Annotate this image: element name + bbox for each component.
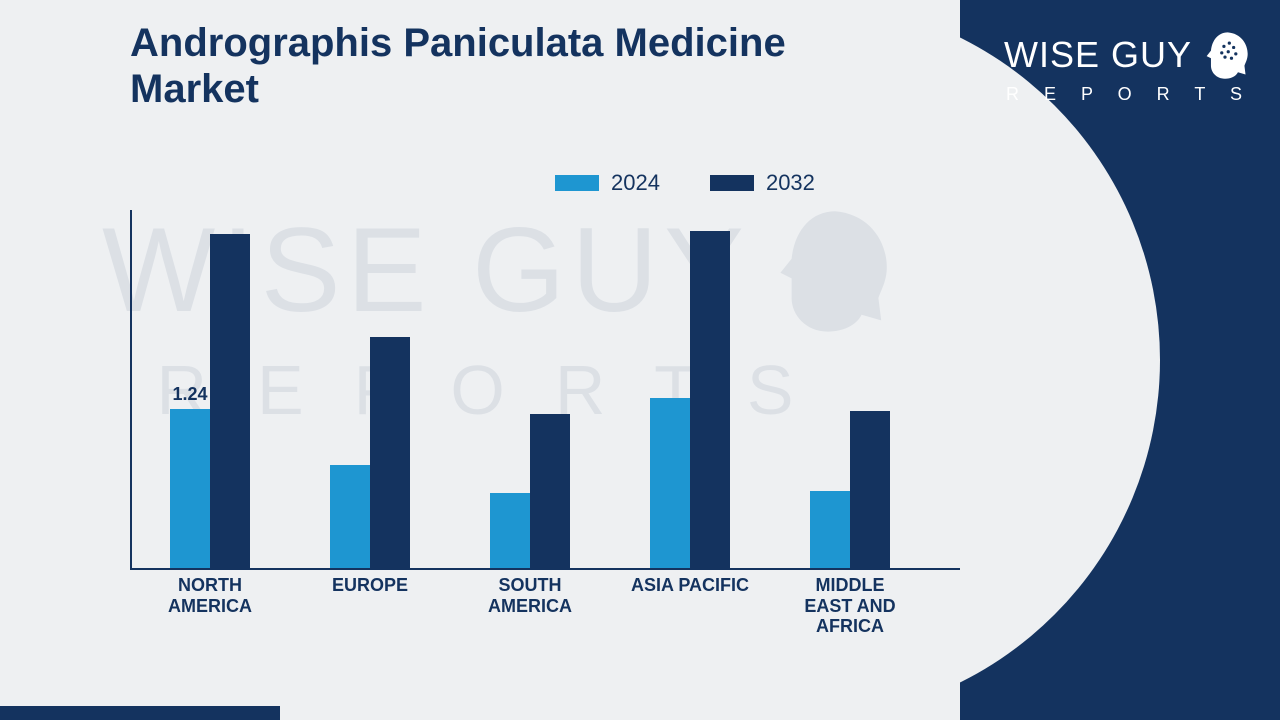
bar-2024 <box>490 493 530 568</box>
brand-line1: WISE GUY <box>1004 34 1192 76</box>
category-label: EUROPE <box>310 575 430 596</box>
bar-2032 <box>370 337 410 568</box>
chart: Market Size in USD Billion 1.24 NORTH AM… <box>60 170 980 670</box>
legend-item-2032: 2032 <box>710 170 815 196</box>
category-label: NORTH AMERICA <box>150 575 270 616</box>
bottom-accent-bar <box>0 706 280 720</box>
legend-label-2024: 2024 <box>611 170 660 196</box>
legend-swatch-2024 <box>555 175 599 191</box>
brand-line2: R E P O R T S <box>1004 84 1252 105</box>
bar-2024 <box>330 465 370 568</box>
bar-value-label: 1.24 <box>172 384 207 405</box>
legend-label-2032: 2032 <box>766 170 815 196</box>
brand-logo: WISE GUY R E P O R T S <box>1004 28 1252 105</box>
bar-2024 <box>170 409 210 568</box>
category-label: SOUTH AMERICA <box>470 575 590 616</box>
bar-2032 <box>690 231 730 568</box>
category-label: MIDDLE EAST AND AFRICA <box>790 575 910 637</box>
category-label: ASIA PACIFIC <box>630 575 750 596</box>
bar-2032 <box>850 411 890 568</box>
chart-title: Andrographis Paniculata Medicine Market <box>130 20 850 112</box>
plot-area: 1.24 <box>130 210 960 570</box>
bar-2032 <box>210 234 250 568</box>
bar-2032 <box>530 414 570 568</box>
head-icon <box>1198 28 1252 82</box>
legend-swatch-2032 <box>710 175 754 191</box>
bar-2024 <box>650 398 690 568</box>
legend-item-2024: 2024 <box>555 170 660 196</box>
legend: 2024 2032 <box>555 170 815 196</box>
bar-2024 <box>810 491 850 568</box>
